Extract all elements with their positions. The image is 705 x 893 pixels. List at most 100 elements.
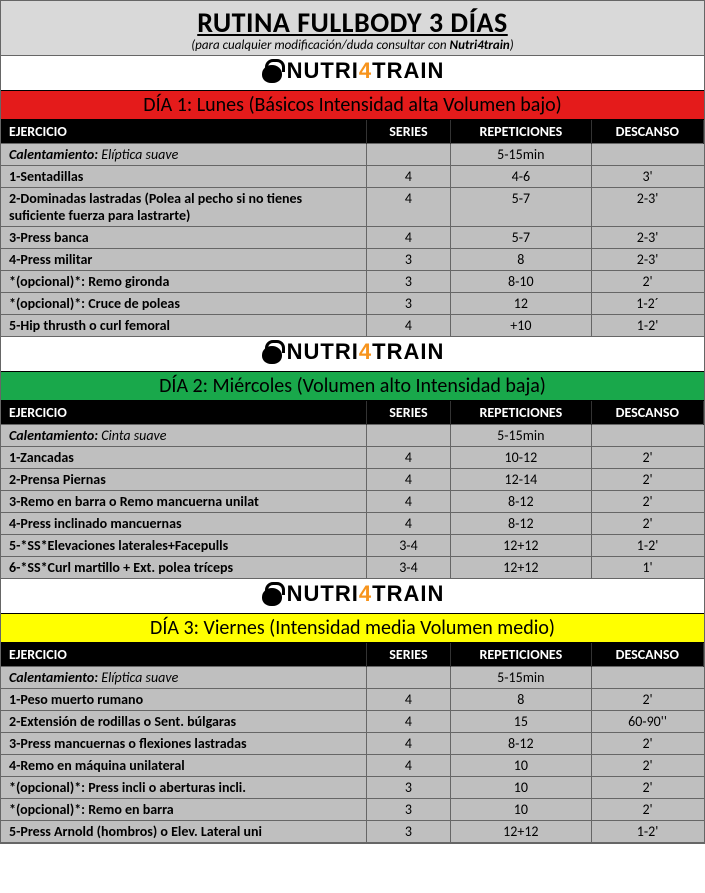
logo-text-c: TRAIN	[372, 339, 444, 365]
cell-series	[366, 144, 450, 166]
cell-repeticiones: 8-10	[451, 271, 592, 293]
cell-series: 4	[366, 315, 450, 337]
exercise-table: EJERCICIOSERIESREPETICIONESDESCANSOCalen…	[1, 401, 704, 579]
logo-text-c: TRAIN	[372, 58, 444, 84]
title-block: RUTINA FULLBODY 3 DÍAS (para cualquier m…	[1, 1, 704, 56]
cell-descanso: 2'	[591, 689, 703, 711]
cell-descanso: 2'	[591, 469, 703, 491]
table-row: 4-Press inclinado mancuernas48-122'	[1, 513, 704, 535]
cell-series	[366, 425, 450, 447]
cell-repeticiones: 4-6	[451, 166, 592, 188]
cell-ejercicio: 1-Zancadas	[1, 447, 366, 469]
cell-series: 3	[366, 777, 450, 799]
table-row: Calentamiento: Elíptica suave5-15min	[1, 144, 704, 166]
logo-text-b: 4	[359, 339, 372, 365]
cell-repeticiones: 8	[451, 689, 592, 711]
cell-series: 4	[366, 711, 450, 733]
table-row: 1-Peso muerto rumano482'	[1, 689, 704, 711]
cell-repeticiones: 12	[451, 293, 592, 315]
cell-ejercicio: 4-Press inclinado mancuernas	[1, 513, 366, 535]
table-row: 1-Sentadillas44-63'	[1, 166, 704, 188]
cell-descanso: 2'	[591, 799, 703, 821]
cell-series: 4	[366, 447, 450, 469]
col-ejercicio: EJERCICIO	[1, 120, 366, 144]
cell-series: 4	[366, 689, 450, 711]
cell-ejercicio: *(opcional)*: Remo en barra	[1, 799, 366, 821]
col-descanso: DESCANSO	[591, 401, 703, 425]
cell-descanso: 2'	[591, 491, 703, 513]
kettlebell-icon	[261, 582, 283, 606]
cell-repeticiones: 12+12	[451, 557, 592, 579]
cell-ejercicio: 2-Dominadas lastradas (Polea al pecho si…	[1, 188, 366, 227]
cell-repeticiones: 5-7	[451, 227, 592, 249]
cell-descanso: 2'	[591, 733, 703, 755]
cell-repeticiones: 12+12	[451, 535, 592, 557]
cell-descanso: 2'	[591, 513, 703, 535]
cell-descanso: 1'	[591, 557, 703, 579]
table-row: 2-Prensa Piernas412-142'	[1, 469, 704, 491]
col-series: SERIES	[366, 120, 450, 144]
col-ejercicio: EJERCICIO	[1, 401, 366, 425]
logo-text-a: NUTRI	[287, 581, 359, 607]
cell-descanso: 60-90''	[591, 711, 703, 733]
kettlebell-icon	[261, 59, 283, 83]
cell-ejercicio: 2-Prensa Piernas	[1, 469, 366, 491]
table-row: 2-Extensión de rodillas o Sent. búlgaras…	[1, 711, 704, 733]
cell-ejercicio: 5-Hip thrusth o curl femoral	[1, 315, 366, 337]
cell-repeticiones: 10-12	[451, 447, 592, 469]
table-row: 4-Remo en máquina unilateral4102'	[1, 755, 704, 777]
cell-ejercicio: 3-Remo en barra o Remo mancuerna unilat	[1, 491, 366, 513]
cell-descanso: 2-3'	[591, 188, 703, 227]
cell-repeticiones: 15	[451, 711, 592, 733]
cell-descanso: 1-2'	[591, 535, 703, 557]
brand-logo: NUTRI4TRAIN	[261, 339, 445, 365]
table-row: 4-Press militar382-3'	[1, 249, 704, 271]
cell-ejercicio: 2-Extensión de rodillas o Sent. búlgaras	[1, 711, 366, 733]
cell-descanso: 1-2´	[591, 293, 703, 315]
cell-ejercicio: *(opcional)*: Cruce de poleas	[1, 293, 366, 315]
cell-ejercicio: Calentamiento: Elíptica suave	[1, 144, 366, 166]
cell-repeticiones: 5-7	[451, 188, 592, 227]
table-row: 3-Press mancuernas o flexiones lastradas…	[1, 733, 704, 755]
table-row: 5-Press Arnold (hombros) o Elev. Lateral…	[1, 821, 704, 843]
col-series: SERIES	[366, 401, 450, 425]
cell-series: 3	[366, 271, 450, 293]
cell-descanso: 2-3'	[591, 249, 703, 271]
cell-repeticiones: 5-15min	[451, 425, 592, 447]
cell-series: 4	[366, 755, 450, 777]
cell-ejercicio: 3-Press mancuernas o flexiones lastradas	[1, 733, 366, 755]
cell-series: 4	[366, 227, 450, 249]
logo-text-b: 4	[359, 581, 372, 607]
cell-series: 3-4	[366, 557, 450, 579]
cell-ejercicio: 1-Sentadillas	[1, 166, 366, 188]
table-row: *(opcional)*: Press incli o aberturas in…	[1, 777, 704, 799]
table-row: 5-*SS*Elevaciones laterales+Facepulls3-4…	[1, 535, 704, 557]
subtitle-prefix: (para cualquier modificación/duda consul…	[191, 38, 449, 53]
cell-ejercicio: 4-Press militar	[1, 249, 366, 271]
table-row: Calentamiento: Cinta suave 5-15min	[1, 425, 704, 447]
brand-logo: NUTRI4TRAIN	[261, 581, 445, 607]
cell-ejercicio: 5-Press Arnold (hombros) o Elev. Lateral…	[1, 821, 366, 843]
exercise-table: EJERCICIOSERIESREPETICIONESDESCANSOCalen…	[1, 643, 704, 843]
col-descanso: DESCANSO	[591, 643, 703, 667]
cell-repeticiones: 5-15min	[451, 667, 592, 689]
main-title: RUTINA FULLBODY 3 DÍAS	[1, 5, 704, 40]
subtitle: (para cualquier modificación/duda consul…	[1, 38, 704, 53]
cell-ejercicio: 5-*SS*Elevaciones laterales+Facepulls	[1, 535, 366, 557]
cell-descanso: 1-2'	[591, 315, 703, 337]
cell-series: 3	[366, 799, 450, 821]
cell-descanso: 2'	[591, 447, 703, 469]
logo-text-c: TRAIN	[372, 581, 444, 607]
subtitle-suffix: )	[510, 38, 514, 53]
exercise-table: EJERCICIOSERIESREPETICIONESDESCANSOCalen…	[1, 120, 704, 337]
cell-descanso	[591, 667, 703, 689]
cell-descanso	[591, 425, 703, 447]
logo-row: NUTRI4TRAIN	[1, 337, 704, 371]
table-row: *(opcional)*: Cruce de poleas3121-2´	[1, 293, 704, 315]
day-header: DÍA 1: Lunes (Básicos Intensidad alta Vo…	[1, 90, 704, 120]
table-row: 2-Dominadas lastradas (Polea al pecho si…	[1, 188, 704, 227]
cell-ejercicio: Calentamiento: Cinta suave	[1, 425, 366, 447]
logo-text-a: NUTRI	[287, 58, 359, 84]
col-ejercicio: EJERCICIO	[1, 643, 366, 667]
cell-repeticiones: 12-14	[451, 469, 592, 491]
